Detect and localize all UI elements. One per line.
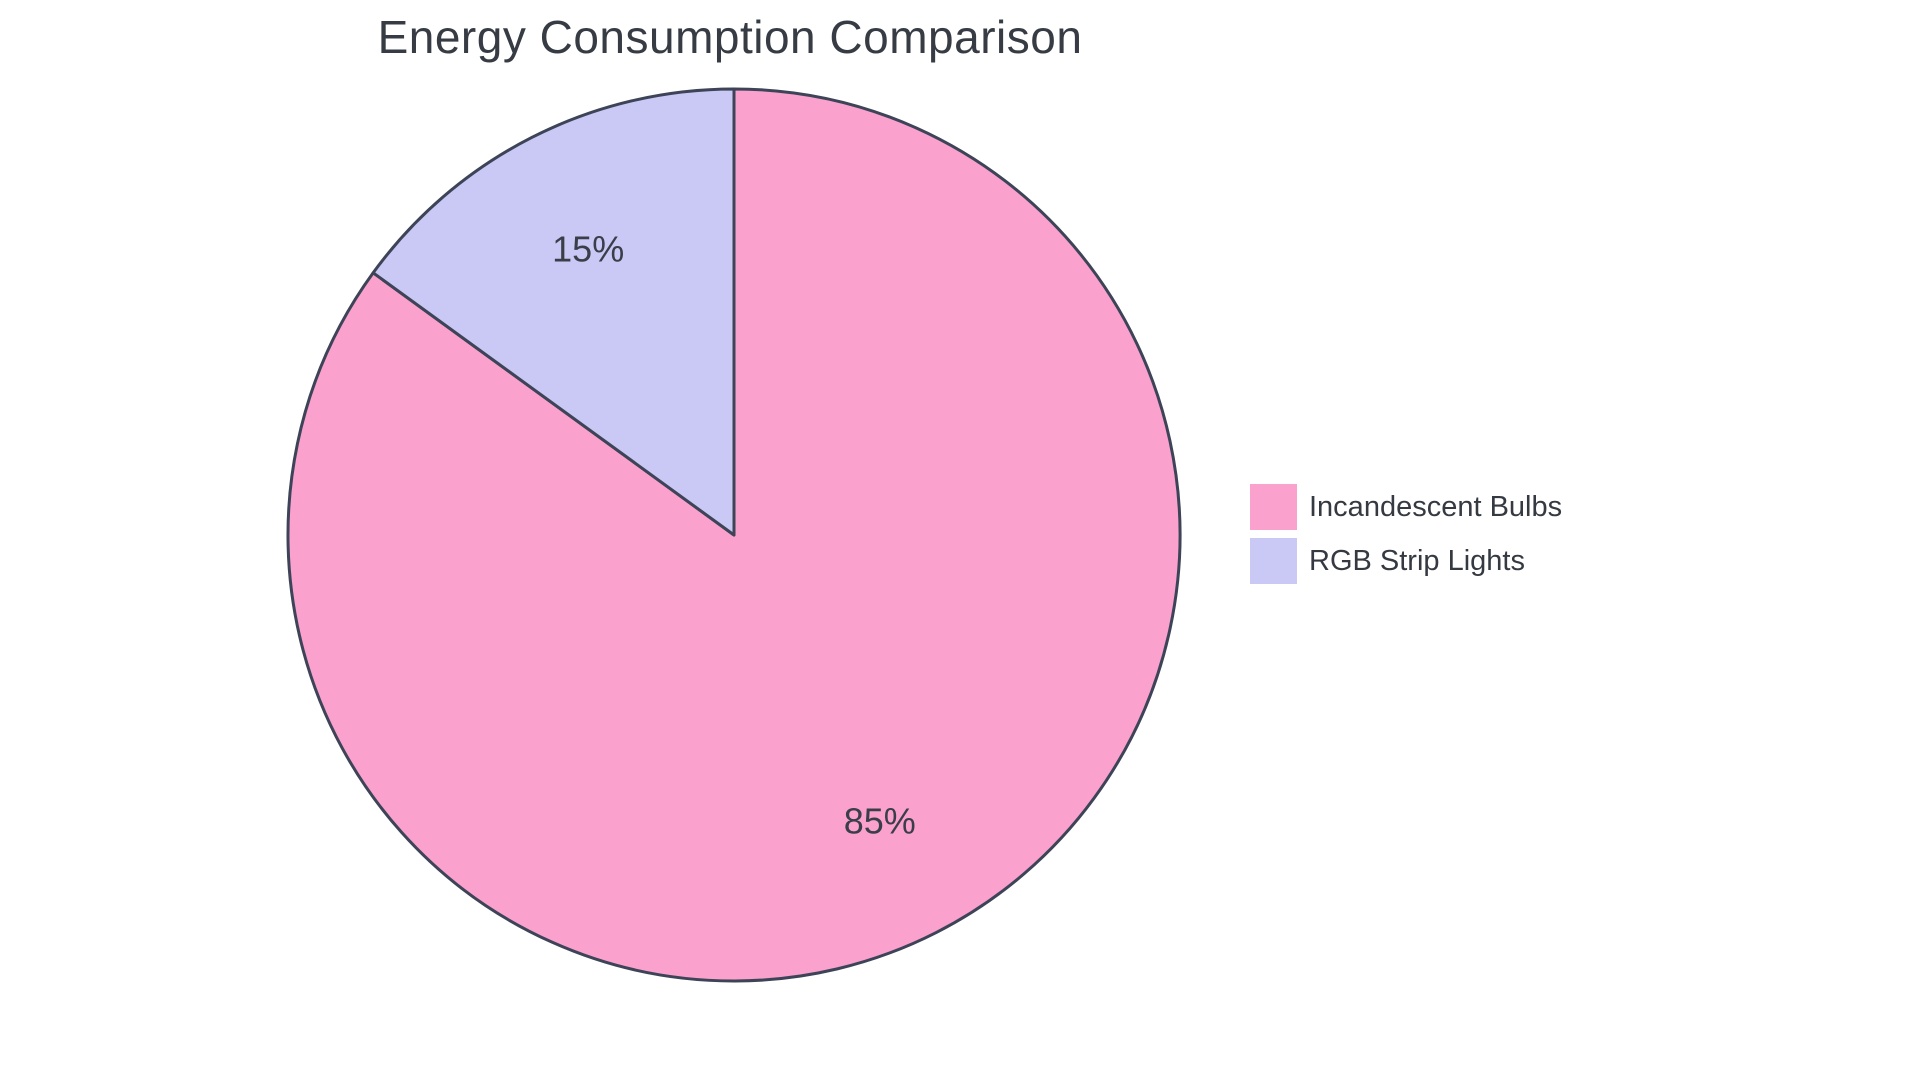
legend-item-incandescent-bulbs[interactable]: Incandescent Bulbs (1250, 484, 1562, 530)
slice-label-rgb-strip-lights: 15% (552, 228, 624, 269)
legend-swatch-incandescent-bulbs-icon (1250, 484, 1297, 530)
chart-title: Energy Consumption Comparison (377, 11, 1083, 63)
legend-label-incandescent-bulbs: Incandescent Bulbs (1309, 490, 1563, 523)
legend-label-rgb-strip-lights: RGB Strip Lights (1309, 544, 1525, 577)
legend: Incandescent Bulbs RGB Strip Lights (1250, 484, 1562, 584)
legend-item-rgb-strip-lights[interactable]: RGB Strip Lights (1250, 538, 1562, 584)
pie-slice-rgb-strip-lights[interactable] (371, 87, 736, 537)
slice-label-incandescent-bulbs: 85% (844, 801, 916, 842)
legend-swatch-rgb-strip-lights-icon (1250, 538, 1297, 584)
